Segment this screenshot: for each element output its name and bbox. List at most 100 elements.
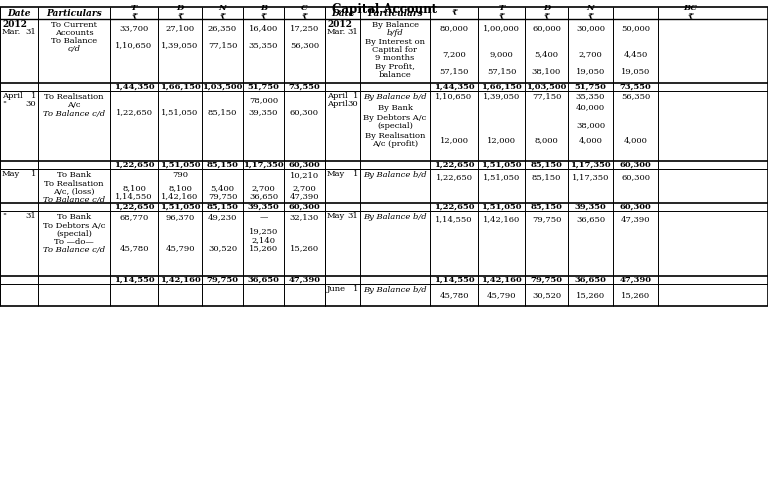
Text: T
₹: T ₹ [498, 5, 505, 22]
Text: To Balance c/d: To Balance c/d [43, 246, 105, 254]
Text: 78,000: 78,000 [249, 96, 278, 104]
Text: 35,350: 35,350 [576, 92, 605, 100]
Text: 1: 1 [353, 92, 358, 100]
Text: T
₹: T ₹ [131, 5, 137, 22]
Text: 10,210: 10,210 [290, 171, 319, 179]
Text: Accounts: Accounts [55, 29, 94, 37]
Text: 60,300: 60,300 [620, 203, 651, 211]
Text: N
₹: N ₹ [587, 5, 594, 22]
Text: 36,650: 36,650 [247, 276, 280, 284]
Text: By Balance b/d: By Balance b/d [363, 213, 427, 221]
Text: c/d: c/d [68, 45, 81, 53]
Text: 60,300: 60,300 [289, 161, 320, 169]
Text: (special): (special) [56, 230, 92, 238]
Text: To Balance: To Balance [51, 37, 97, 45]
Text: By Debtors A/c: By Debtors A/c [363, 114, 427, 122]
Text: 33,700: 33,700 [119, 24, 149, 32]
Text: 1,22,650: 1,22,650 [115, 108, 153, 116]
Text: 32,130: 32,130 [290, 213, 319, 221]
Text: To Bank: To Bank [57, 171, 91, 179]
Text: By Balance b/d: By Balance b/d [363, 171, 427, 179]
Text: 30: 30 [25, 100, 36, 108]
Text: To Debtors A/c: To Debtors A/c [43, 222, 105, 230]
Text: 1,51,050: 1,51,050 [160, 161, 200, 169]
Text: May: May [2, 170, 20, 178]
Text: 77,150: 77,150 [531, 92, 561, 100]
Text: 45,780: 45,780 [119, 244, 149, 252]
Text: May: May [327, 170, 346, 178]
Text: 1,51,050: 1,51,050 [482, 203, 521, 211]
Text: To Bank: To Bank [57, 213, 91, 221]
Text: 56,350: 56,350 [621, 92, 650, 100]
Text: Capital Account: Capital Account [332, 3, 436, 16]
Text: 1,03,500: 1,03,500 [202, 83, 243, 91]
Text: 17,250: 17,250 [290, 24, 319, 32]
Text: By Balance: By Balance [372, 21, 419, 29]
Text: 1,42,160: 1,42,160 [160, 276, 200, 284]
Text: 85,150: 85,150 [207, 161, 238, 169]
Text: 1,14,550: 1,14,550 [435, 215, 473, 223]
Text: To Realisation: To Realisation [45, 180, 104, 188]
Text: 38,000: 38,000 [576, 121, 605, 129]
Text: (special): (special) [377, 122, 413, 130]
Text: By Realisation: By Realisation [365, 132, 425, 140]
Text: 1,42,160: 1,42,160 [161, 192, 199, 200]
Text: B
₹: B ₹ [260, 5, 267, 22]
Text: A/c, (loss): A/c, (loss) [53, 188, 94, 196]
Text: Date: Date [331, 9, 354, 18]
Text: 77,150: 77,150 [208, 41, 237, 49]
Text: 79,750: 79,750 [531, 215, 561, 223]
Text: A/c (profit): A/c (profit) [372, 140, 418, 148]
Text: 2012: 2012 [327, 20, 352, 29]
Text: 1,51,050: 1,51,050 [160, 203, 200, 211]
Text: 73,550: 73,550 [289, 83, 320, 91]
Text: 8,100: 8,100 [168, 184, 192, 192]
Text: 2,140: 2,140 [251, 236, 276, 244]
Text: ₹: ₹ [451, 9, 457, 17]
Text: By Profit,: By Profit, [375, 63, 415, 71]
Text: 80,000: 80,000 [439, 24, 468, 32]
Text: 19,250: 19,250 [249, 227, 278, 235]
Text: 30,520: 30,520 [208, 244, 237, 252]
Text: April: April [327, 92, 348, 100]
Text: 45,780: 45,780 [439, 291, 468, 299]
Text: 1,10,650: 1,10,650 [435, 92, 472, 100]
Text: 1,39,050: 1,39,050 [161, 41, 199, 49]
Text: 60,300: 60,300 [621, 173, 650, 181]
Text: Capital for: Capital for [372, 46, 418, 54]
Text: 5,400: 5,400 [210, 184, 234, 192]
Text: 57,150: 57,150 [487, 67, 516, 75]
Text: To Balance c/d: To Balance c/d [43, 196, 105, 204]
Text: 1,14,550: 1,14,550 [434, 276, 475, 284]
Text: b/fd: b/fd [386, 29, 403, 37]
Text: BC
₹: BC ₹ [684, 5, 697, 22]
Text: 31: 31 [347, 28, 358, 36]
Text: To Current: To Current [51, 21, 97, 29]
Text: —: — [260, 213, 268, 221]
Text: 79,750: 79,750 [207, 276, 239, 284]
Text: ": " [2, 100, 6, 108]
Text: 47,390: 47,390 [290, 192, 319, 200]
Text: 1: 1 [353, 285, 358, 293]
Text: 36,650: 36,650 [249, 192, 278, 200]
Text: 47,390: 47,390 [621, 215, 650, 223]
Text: By Balance b/d: By Balance b/d [363, 286, 427, 294]
Text: 30,520: 30,520 [532, 291, 561, 299]
Text: 1: 1 [353, 170, 358, 178]
Text: 1,66,150: 1,66,150 [481, 83, 522, 91]
Text: 1,42,160: 1,42,160 [481, 276, 522, 284]
Text: June: June [327, 285, 346, 293]
Text: 1,22,650: 1,22,650 [434, 203, 475, 211]
Text: 31: 31 [25, 212, 36, 220]
Text: 85,150: 85,150 [531, 173, 561, 181]
Text: 60,000: 60,000 [532, 24, 561, 32]
Text: 1,00,000: 1,00,000 [483, 24, 520, 32]
Text: 1,51,050: 1,51,050 [483, 173, 520, 181]
Text: C
₹: C ₹ [301, 5, 308, 22]
Text: 47,390: 47,390 [620, 276, 651, 284]
Text: 1,10,650: 1,10,650 [115, 41, 153, 49]
Text: 19,050: 19,050 [621, 67, 650, 75]
Text: 39,350: 39,350 [247, 203, 280, 211]
Text: To Balance c/d: To Balance c/d [43, 110, 105, 118]
Text: 68,770: 68,770 [119, 213, 149, 221]
